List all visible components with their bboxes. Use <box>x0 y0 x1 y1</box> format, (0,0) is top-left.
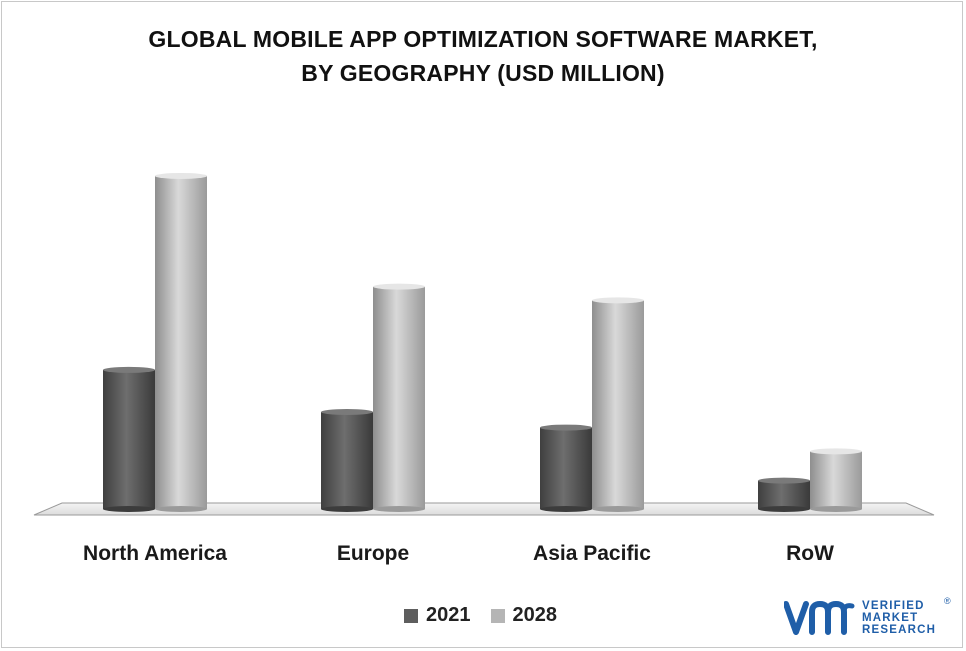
legend: 2021 2028 <box>404 604 577 627</box>
registered-mark: ® <box>944 596 951 606</box>
chart-title-line-1: GLOBAL MOBILE APP OPTIMIZATION SOFTWARE … <box>148 26 818 52</box>
legend-label-2028: 2028 <box>512 604 558 626</box>
chart-title: GLOBAL MOBILE APP OPTIMIZATION SOFTWARE … <box>0 22 966 90</box>
bar-2021-row <box>758 477 810 512</box>
logo-line-verified: VERIFIED <box>862 600 925 612</box>
legend-swatch-2021 <box>404 608 418 623</box>
company-logo: VERIFIED MARKET RESEARCH ® <box>784 596 951 638</box>
bar-2021-europe <box>321 409 373 512</box>
bar-2028-europe <box>373 283 425 512</box>
bar-2028-asia-pacific <box>592 297 644 512</box>
bar-2028-north-america <box>155 172 207 512</box>
legend-item-2028: 2028 <box>490 604 558 627</box>
logo-line-market: MARKET <box>862 612 919 624</box>
vmr-logo-mark <box>784 600 855 635</box>
bar-2021-north-america <box>103 366 155 512</box>
x-tick-label-north-america: North America <box>83 542 227 565</box>
logo-line-research: RESEARCH <box>862 624 937 636</box>
bar-2028-row <box>810 448 862 512</box>
logo-text: VERIFIED MARKET RESEARCH <box>862 600 936 636</box>
legend-item-2021: 2021 <box>404 604 471 627</box>
x-tick-label-row: RoW <box>786 542 834 565</box>
legend-swatch-2028 <box>490 608 505 623</box>
x-tick-label-asia-pacific: Asia Pacific <box>533 542 651 565</box>
chart-title-line-2: BY GEOGRAPHY (USD MILLION) <box>301 60 665 86</box>
legend-label-2021: 2021 <box>426 604 471 626</box>
x-tick-label-europe: Europe <box>337 542 409 565</box>
bar-2021-asia-pacific <box>540 424 592 512</box>
